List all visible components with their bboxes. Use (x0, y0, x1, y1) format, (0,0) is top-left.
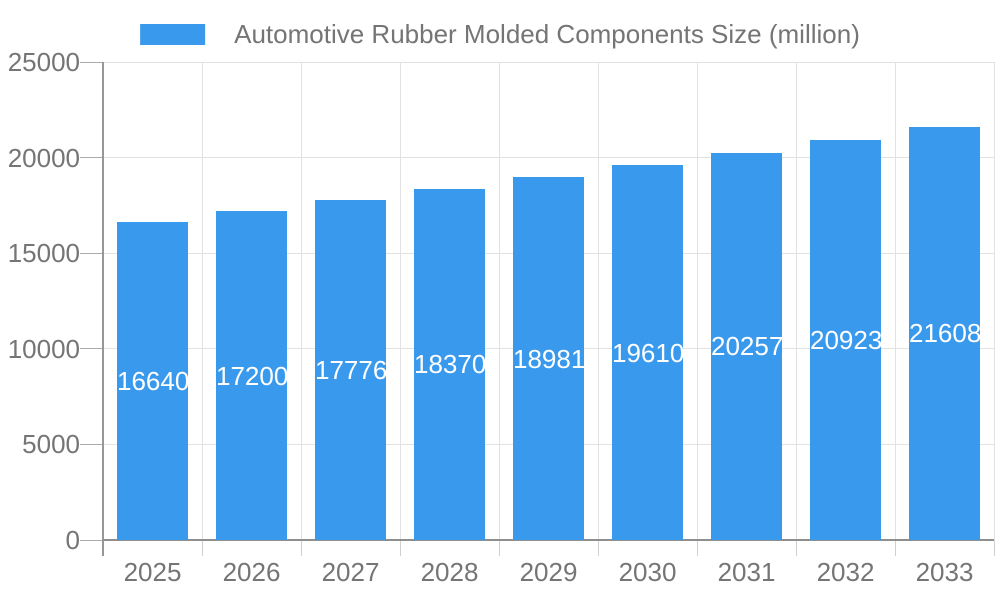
x-tick (696, 540, 698, 556)
y-tick (80, 157, 103, 159)
x-axis-label: 2028 (420, 557, 479, 587)
x-axis-label: 2025 (123, 557, 182, 587)
bar: 20257 (711, 152, 784, 540)
legend-label: Automotive Rubber Molded Components Size… (234, 19, 860, 49)
bar-value-label: 18981 (513, 343, 586, 374)
y-axis-label: 0 (65, 525, 80, 555)
legend-swatch (140, 24, 206, 45)
v-gridline (795, 62, 797, 540)
y-tick (80, 443, 103, 445)
bar-value-label: 17200 (216, 360, 289, 391)
y-axis-label: 10000 (7, 333, 80, 364)
x-tick (498, 540, 500, 556)
bar: 16640 (117, 221, 190, 540)
v-gridline (498, 62, 500, 540)
y-axis-label: 15000 (7, 238, 80, 269)
bar: 17776 (315, 200, 388, 540)
y-tick (80, 348, 103, 350)
x-axis-label: 2029 (519, 557, 578, 587)
y-tick (80, 61, 103, 63)
x-axis-label: 2032 (816, 557, 875, 587)
bar-value-label: 17776 (315, 355, 388, 386)
v-gridline (894, 62, 896, 540)
y-tick (80, 252, 103, 254)
x-axis-label: 2031 (717, 557, 776, 587)
bar-value-label: 19610 (612, 337, 685, 368)
bar: 17200 (216, 211, 289, 540)
h-gridline (103, 157, 994, 159)
x-tick (894, 540, 896, 556)
y-axis-label: 5000 (22, 429, 80, 460)
x-axis-line (103, 539, 994, 541)
x-axis-label: 2027 (321, 557, 380, 587)
chart-legend[interactable]: Automotive Rubber Molded Components Size… (140, 19, 860, 50)
x-tick (300, 540, 302, 556)
h-gridline (103, 61, 994, 63)
v-gridline (993, 62, 995, 540)
y-axis-label: 25000 (7, 47, 80, 77)
x-axis-label: 2026 (222, 557, 281, 587)
bar-value-label: 18370 (414, 349, 487, 380)
x-tick (993, 540, 995, 556)
x-tick (399, 540, 401, 556)
x-axis-label: 2030 (618, 557, 677, 587)
bar-value-label: 20257 (711, 331, 784, 362)
x-tick (201, 540, 203, 556)
bar: 21608 (909, 126, 982, 540)
y-tick (80, 539, 103, 541)
bar-value-label: 20923 (810, 324, 883, 355)
x-tick (597, 540, 599, 556)
x-axis-label: 2033 (915, 557, 974, 587)
x-tick (795, 540, 797, 556)
y-axis-label: 20000 (7, 142, 80, 173)
v-gridline (201, 62, 203, 540)
bar: 20923 (810, 139, 883, 540)
v-gridline (696, 62, 698, 540)
bar-value-label: 21608 (909, 318, 982, 349)
v-gridline (300, 62, 302, 540)
y-axis-line (102, 62, 104, 556)
v-gridline (399, 62, 401, 540)
bar-value-label: 16640 (117, 365, 190, 396)
bar: 19610 (612, 165, 685, 540)
bar: 18370 (414, 188, 487, 540)
bar: 18981 (513, 177, 586, 540)
v-gridline (597, 62, 599, 540)
